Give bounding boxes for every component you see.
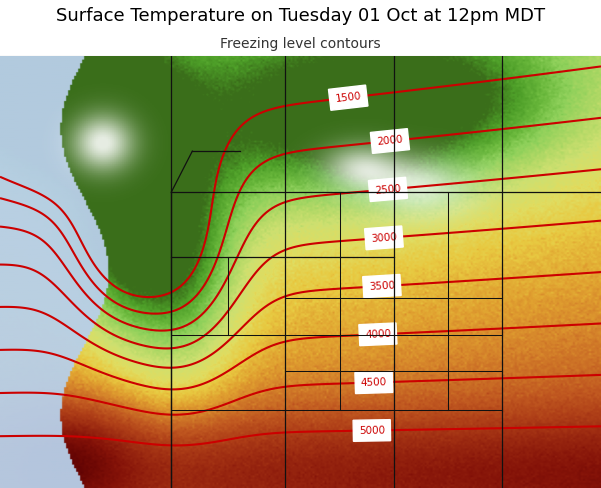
Text: Freezing level contours: Freezing level contours (220, 37, 381, 51)
Text: 4500: 4500 (361, 377, 387, 388)
Text: 5000: 5000 (359, 425, 385, 436)
Text: 1500: 1500 (335, 91, 362, 104)
Text: 3500: 3500 (368, 280, 395, 292)
Text: 2000: 2000 (376, 135, 403, 147)
Text: 3000: 3000 (371, 232, 397, 244)
Text: 4000: 4000 (365, 329, 391, 340)
Text: Surface Temperature on Tuesday 01 Oct at 12pm MDT: Surface Temperature on Tuesday 01 Oct at… (56, 7, 545, 25)
Text: 2500: 2500 (374, 183, 401, 196)
